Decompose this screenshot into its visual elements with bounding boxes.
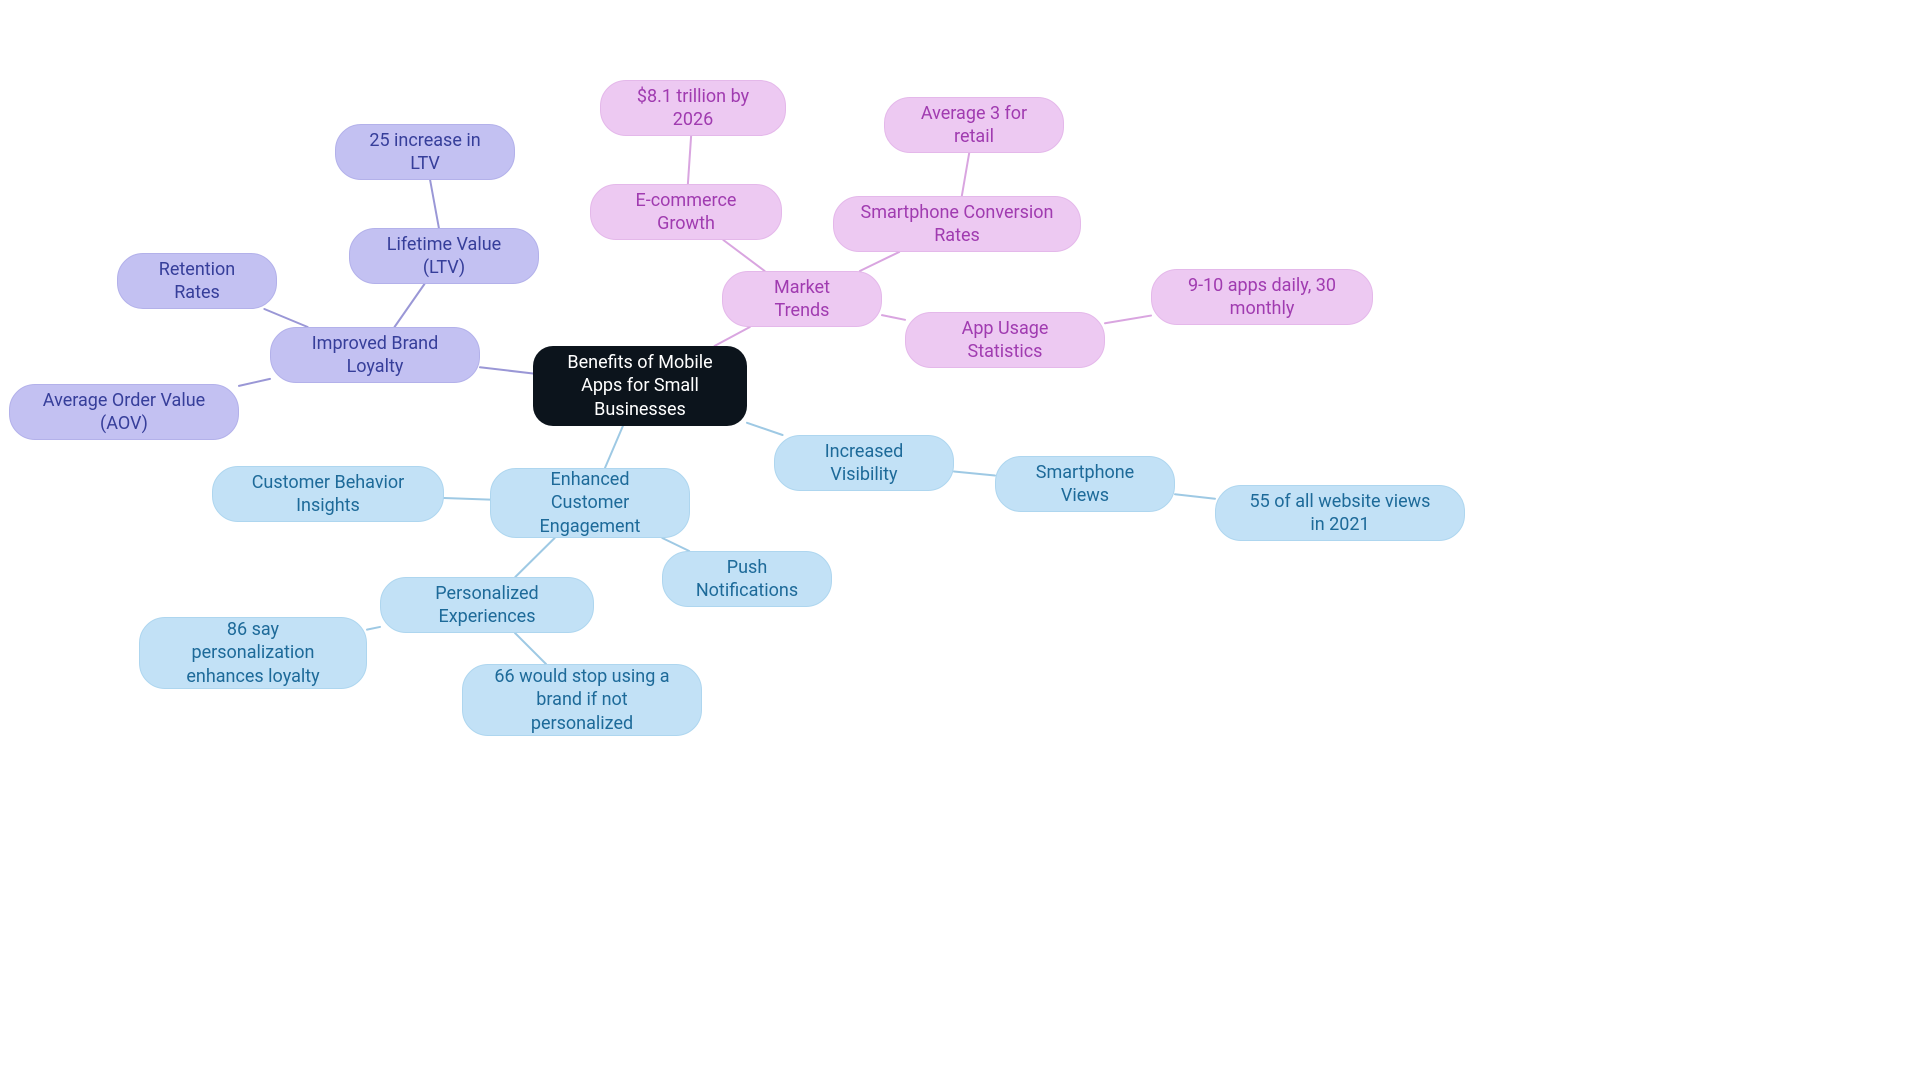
node-conv: Smartphone Conversion Rates <box>833 196 1081 252</box>
node-personal-66: 66 would stop using a brand if not perso… <box>462 664 702 736</box>
node-aov: Average Order Value (AOV) <box>9 384 239 440</box>
node-push: Push Notifications <box>662 551 832 607</box>
node-smviews: Smartphone Views <box>995 456 1175 512</box>
edges-layer <box>0 0 1920 1083</box>
node-usage: App Usage Statistics <box>905 312 1105 368</box>
node-retention: Retention Rates <box>117 253 277 309</box>
node-engagement: Enhanced Customer Engagement <box>490 468 690 538</box>
node-brand-loyalty: Improved Brand Loyalty <box>270 327 480 383</box>
mindmap-canvas: Benefits of Mobile Apps for Small Busine… <box>0 0 1920 1083</box>
node-ecom-val: $8.1 trillion by 2026 <box>600 80 786 136</box>
node-smviews-val: 55 of all website views in 2021 <box>1215 485 1465 541</box>
node-market: Market Trends <box>722 271 882 327</box>
node-ltv25: 25 increase in LTV <box>335 124 515 180</box>
node-ltv: Lifetime Value (LTV) <box>349 228 539 284</box>
node-ecom: E-commerce Growth <box>590 184 782 240</box>
node-personal: Personalized Experiences <box>380 577 594 633</box>
node-insights: Customer Behavior Insights <box>212 466 444 522</box>
node-visibility: Increased Visibility <box>774 435 954 491</box>
node-personal-86: 86 say personalization enhances loyalty <box>139 617 367 689</box>
node-center: Benefits of Mobile Apps for Small Busine… <box>533 346 747 426</box>
node-conv-val: Average 3 for retail <box>884 97 1064 153</box>
node-usage-val: 9-10 apps daily, 30 monthly <box>1151 269 1373 325</box>
